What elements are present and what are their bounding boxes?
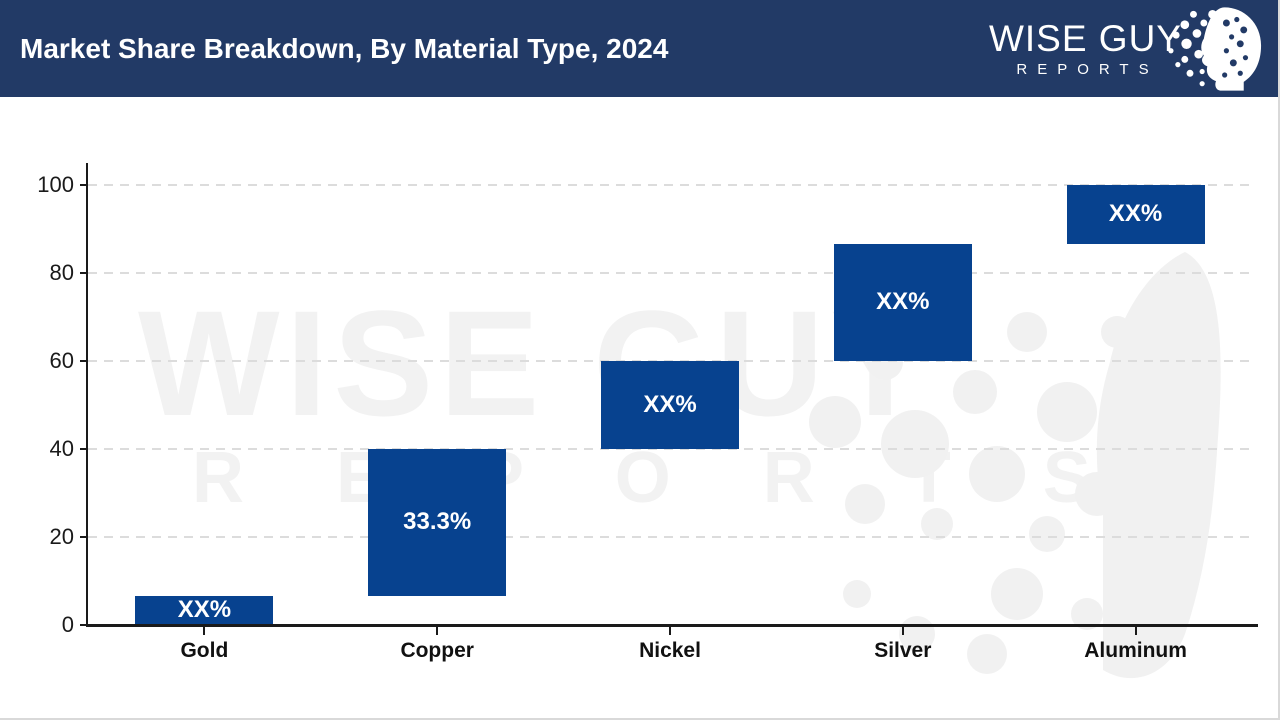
head-profile-dots-icon	[1168, 6, 1262, 91]
brand-logo: WISE GUY REPORTS	[989, 5, 1268, 93]
y-tick-100	[80, 184, 88, 186]
y-tick-label-0: 0	[61, 612, 74, 637]
y-tick-label-80: 80	[49, 260, 74, 285]
bar-value-label: 33.3%	[403, 508, 472, 536]
bar-silver: XX%	[833, 243, 972, 361]
y-tick-label-100: 100	[37, 172, 74, 197]
gridline-100	[88, 184, 1252, 186]
x-tick-label-aluminum: Aluminum	[1084, 639, 1187, 662]
page-title: Market Share Breakdown, By Material Type…	[20, 32, 669, 64]
y-tick-label-20: 20	[49, 524, 74, 549]
x-tick-silver	[901, 627, 904, 635]
logo-wordmark: WISE GUY	[988, 17, 1182, 59]
x-tick-label-gold: Gold	[180, 639, 229, 662]
x-tick-gold	[203, 627, 206, 635]
x-tick-copper	[436, 627, 439, 635]
x-tick-aluminum	[1134, 627, 1137, 635]
bar-copper: 33.3%	[368, 449, 507, 596]
gridline-40	[88, 448, 1252, 450]
x-axis-spine	[86, 624, 1258, 627]
gridline-20	[88, 536, 1252, 538]
bar-gold: XX%	[135, 595, 274, 625]
bar-value-label: XX%	[177, 596, 232, 624]
x-tick-label-copper: Copper	[400, 639, 474, 662]
header-banner: Market Share Breakdown, By Material Type…	[0, 0, 1278, 97]
x-tick-label-nickel: Nickel	[639, 639, 701, 662]
y-tick-0	[80, 624, 88, 626]
logo-subtext: REPORTS	[1016, 60, 1159, 78]
y-tick-40	[80, 448, 88, 450]
bar-value-label: XX%	[643, 391, 697, 418]
gridline-80	[88, 272, 1252, 274]
bar-value-label: XX%	[1108, 200, 1163, 228]
x-tick-label-silver: Silver	[874, 639, 932, 662]
y-tick-label-60: 60	[49, 348, 74, 373]
y-tick-label-40: 40	[49, 436, 74, 461]
x-tick-nickel	[669, 627, 671, 635]
bar-aluminum: XX%	[1066, 185, 1205, 244]
y-tick-20	[80, 536, 88, 538]
bar-nickel: XX%	[601, 361, 739, 449]
logo-text: WISE GUY REPORTS	[989, 20, 1182, 78]
watermark-wordmark: WISE GUY	[138, 279, 937, 447]
y-tick-60	[80, 360, 88, 362]
y-tick-80	[80, 272, 88, 274]
y-axis-spine	[86, 163, 88, 627]
bar-value-label: XX%	[876, 288, 930, 316]
